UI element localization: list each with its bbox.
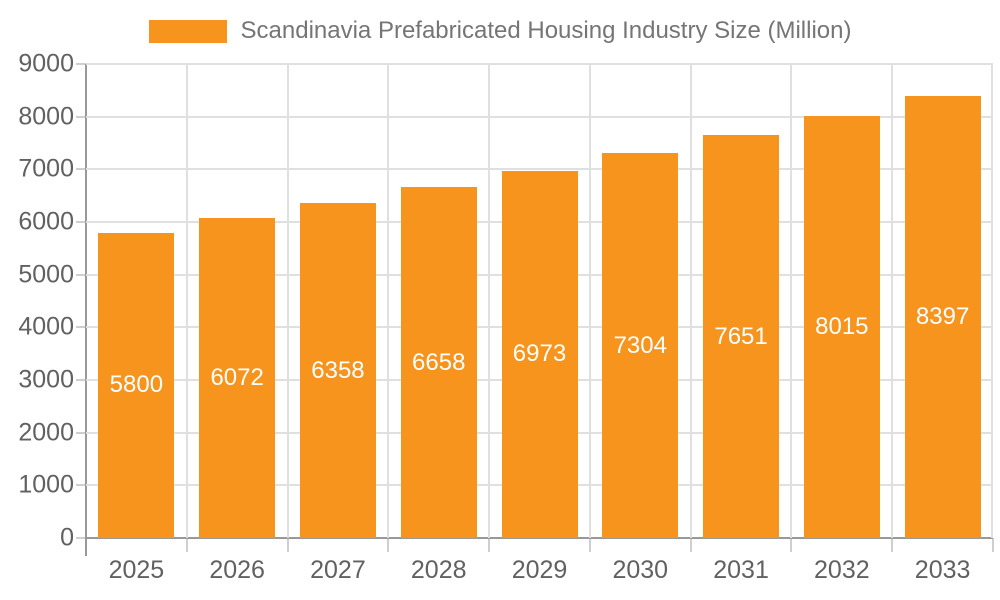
y-axis-line: [85, 64, 87, 556]
bar[interactable]: [400, 187, 477, 538]
bar-value-label: 6358: [311, 356, 365, 384]
x-grid-line: [588, 64, 591, 538]
bar-value-label: 6973: [512, 340, 567, 368]
bar[interactable]: [904, 95, 981, 538]
x-tick-mark: [488, 538, 491, 552]
y-tick-mark: [76, 379, 86, 381]
x-grid-line: [790, 64, 793, 538]
x-grid-line: [387, 64, 390, 538]
y-tick-label: 0: [60, 523, 74, 552]
y-tick-mark: [76, 484, 86, 487]
x-grid-line: [185, 64, 188, 538]
y-tick-mark: [76, 168, 86, 171]
y-tick-label: 2000: [18, 418, 74, 447]
bar-value-label: 5800: [109, 371, 164, 399]
x-grid-line: [689, 64, 692, 538]
bar[interactable]: [501, 170, 578, 538]
y-axis: 0 1000 2000 3000 4000 5000 6000 7000 8000 9000: [0, 51, 74, 550]
x-tick-label: 2028: [410, 556, 467, 584]
bar[interactable]: [803, 115, 880, 538]
y-tick-label: 4000: [18, 312, 74, 341]
y-tick-label: 7000: [18, 154, 74, 183]
x-tick-mark: [891, 538, 894, 552]
x-grid-line: [991, 64, 993, 538]
bar[interactable]: [703, 135, 780, 538]
y-tick-label: 9000: [18, 49, 74, 78]
y-tick-label: 5000: [18, 260, 74, 289]
x-tick-label: 2030: [612, 556, 669, 584]
x-tick-mark: [588, 538, 591, 552]
x-tick-label: 2027: [310, 556, 366, 584]
legend-swatch: [148, 19, 227, 43]
y-tick-label: 1000: [18, 470, 74, 499]
y-tick-mark: [76, 537, 86, 539]
bar[interactable]: [602, 153, 679, 538]
y-tick-mark: [76, 221, 86, 223]
plot-area: 5800 6072 6358 6658 6973 7304 7651 8015 8397: [86, 63, 993, 538]
x-tick-mark: [387, 538, 390, 552]
x-grid-line: [488, 64, 491, 538]
x-tick-mark: [790, 538, 793, 552]
x-axis-line: [86, 537, 993, 539]
y-grid-line: [86, 63, 993, 65]
chart-legend[interactable]: Scandinavia Prefabricated Housing Indust…: [0, 16, 1000, 46]
x-tick-label: 2029: [511, 556, 568, 584]
bar[interactable]: [98, 232, 175, 538]
y-grid-line: [86, 168, 993, 171]
bar-value-label: 7651: [714, 322, 768, 350]
x-grid-line: [286, 64, 289, 538]
y-tick-mark: [76, 431, 86, 434]
y-tick-mark: [76, 115, 86, 118]
y-tick-label: 6000: [18, 207, 74, 236]
bar-value-label: 8015: [815, 312, 869, 340]
x-tick-mark: [689, 538, 692, 552]
x-tick-mark: [286, 538, 289, 552]
x-tick-mark: [992, 538, 994, 552]
y-tick-mark: [76, 326, 86, 329]
y-tick-mark: [76, 63, 86, 65]
x-tick-label: 2025: [108, 556, 165, 584]
bar-value-label: 6072: [210, 364, 264, 392]
x-tick-mark: [185, 538, 188, 552]
x-tick-label: 2033: [914, 556, 971, 584]
legend-label: Scandinavia Prefabricated Housing Indust…: [240, 17, 852, 44]
x-grid-line: [891, 64, 894, 538]
bar-value-label: 8397: [915, 302, 970, 330]
bar[interactable]: [199, 218, 276, 538]
y-tick-label: 3000: [18, 365, 74, 394]
y-tick-label: 8000: [18, 102, 74, 131]
bar-value-label: 6658: [412, 348, 466, 376]
y-tick-mark: [76, 273, 86, 276]
x-tick-label: 2026: [209, 556, 265, 584]
x-tick-label: 2031: [713, 556, 769, 584]
bar-value-label: 7304: [613, 331, 667, 359]
y-grid-line: [86, 115, 993, 118]
bar[interactable]: [299, 203, 376, 538]
x-tick-label: 2032: [814, 556, 870, 584]
